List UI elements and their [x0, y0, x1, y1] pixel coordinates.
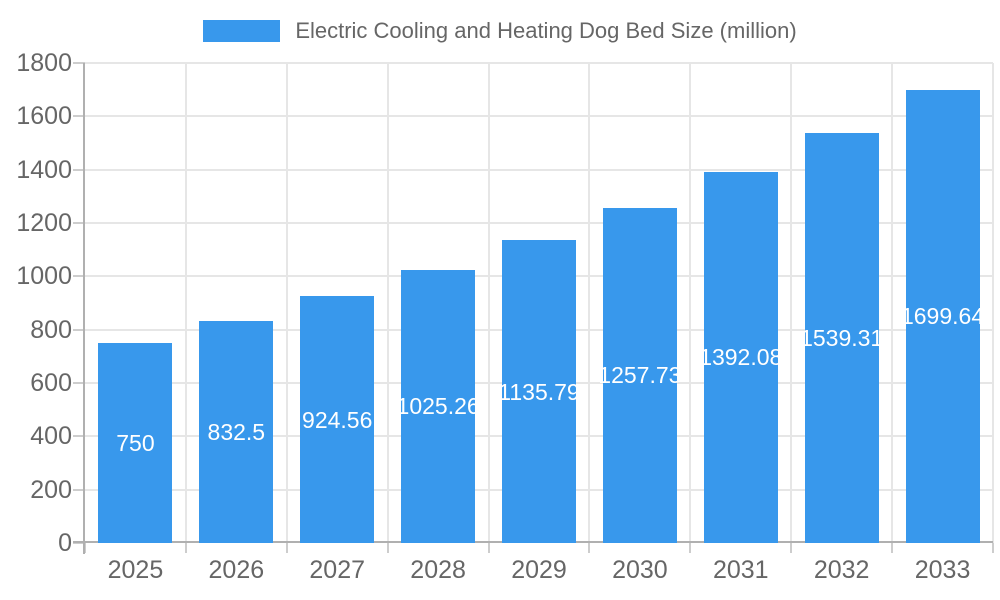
x-tick-label: 2025: [107, 556, 164, 584]
bar: [300, 296, 375, 543]
x-tick-label: 2030: [612, 556, 668, 584]
gridline-vertical: [588, 63, 591, 543]
y-tick-label: 600: [30, 369, 72, 397]
x-tick-mark: [689, 543, 692, 553]
y-tick-label: 1200: [16, 209, 72, 237]
y-tick-mark: [73, 275, 85, 278]
gridline-horizontal: [85, 168, 993, 171]
y-tick-mark: [73, 542, 85, 544]
y-tick-label: 400: [30, 422, 72, 451]
gridline-vertical: [285, 63, 288, 543]
x-tick-label: 2028: [410, 556, 466, 584]
y-axis-line: [83, 63, 85, 554]
bar: [199, 321, 274, 543]
gridline-vertical: [992, 63, 994, 543]
y-tick-mark: [73, 382, 85, 384]
x-tick-label: 2032: [813, 556, 870, 584]
legend-item[interactable]: Electric Cooling and Heating Dog Bed Siz…: [0, 18, 1000, 44]
gridline-vertical: [184, 63, 187, 543]
bar-value-label: 1699.64: [900, 303, 985, 330]
gridline-vertical: [790, 63, 793, 543]
bar: [602, 207, 677, 543]
x-tick-mark: [992, 543, 994, 553]
y-tick-mark: [73, 62, 85, 64]
bar: [905, 89, 980, 543]
x-tick-mark: [84, 543, 86, 553]
bar: [703, 171, 778, 543]
x-tick-label: 2026: [208, 556, 265, 584]
x-tick-label: 2029: [511, 556, 567, 584]
x-tick-mark: [487, 543, 490, 553]
x-tick-mark: [184, 543, 187, 553]
y-tick-mark: [73, 168, 85, 171]
gridline-vertical: [487, 63, 490, 543]
y-tick-mark: [73, 328, 85, 331]
y-tick-label: 1800: [16, 49, 72, 77]
y-tick-mark: [73, 222, 85, 224]
y-tick-label: 1000: [16, 262, 72, 291]
x-tick-mark: [386, 543, 389, 553]
x-tick-mark: [891, 543, 894, 553]
x-tick-mark: [588, 543, 591, 553]
y-tick-mark: [73, 488, 85, 491]
x-tick-label: 2027: [309, 556, 366, 584]
bar-value-label: 1135.79: [498, 378, 580, 405]
bar-value-label: 750: [116, 430, 155, 456]
legend-swatch: [203, 20, 281, 42]
gridline-horizontal: [85, 222, 993, 224]
bar-value-label: 1539.31: [800, 324, 884, 351]
gridline-vertical: [689, 63, 692, 543]
x-tick-mark: [285, 543, 288, 553]
y-tick-mark: [73, 115, 85, 118]
bar: [502, 240, 576, 543]
gridline-horizontal: [85, 62, 993, 64]
gridline-vertical: [891, 63, 894, 543]
x-tick-label: 2031: [712, 556, 769, 584]
y-tick-label: 1600: [16, 102, 72, 131]
bar-value-label: 924.56: [302, 406, 373, 433]
x-tick-mark: [790, 543, 793, 553]
bar-value-label: 1257.73: [598, 362, 682, 389]
y-tick-label: 1400: [16, 155, 72, 184]
y-tick-label: 0: [58, 529, 72, 557]
legend-label: Electric Cooling and Heating Dog Bed Siz…: [295, 18, 797, 43]
bar-value-label: 832.5: [207, 419, 266, 445]
bar: [804, 132, 879, 543]
y-tick-label: 800: [30, 315, 72, 344]
gridline-horizontal: [85, 115, 993, 118]
x-tick-label: 2033: [914, 556, 971, 584]
bar-value-label: 1392.08: [699, 344, 783, 371]
bar: [401, 269, 476, 543]
y-tick-mark: [73, 435, 85, 438]
gridline-vertical: [386, 63, 389, 543]
bar-value-label: 1025.26: [396, 393, 480, 420]
y-tick-label: 200: [30, 475, 72, 504]
bar: [98, 343, 173, 543]
